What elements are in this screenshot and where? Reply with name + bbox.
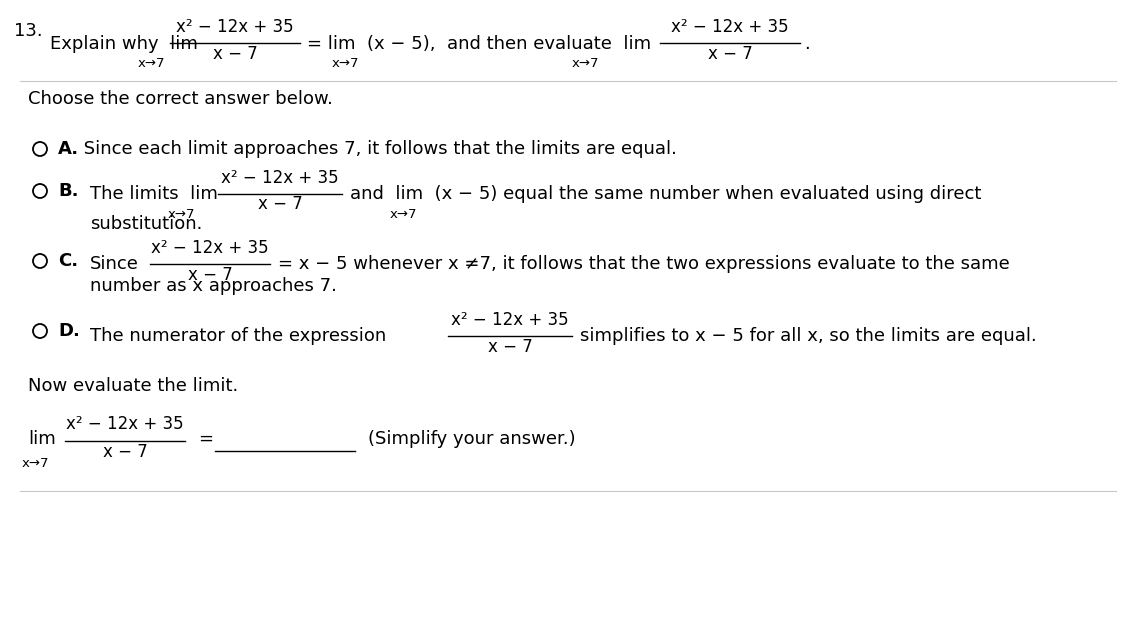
Text: Choose the correct answer below.: Choose the correct answer below. (28, 90, 333, 108)
Text: x − 7: x − 7 (708, 45, 752, 63)
Text: x→7: x→7 (390, 208, 418, 221)
Text: x − 7: x − 7 (212, 45, 258, 63)
Text: and  lim  (x − 5) equal the same number when evaluated using direct: and lim (x − 5) equal the same number wh… (350, 185, 982, 203)
Text: x² − 12x + 35: x² − 12x + 35 (151, 239, 269, 257)
Text: Since: Since (90, 255, 139, 273)
Text: x² − 12x + 35: x² − 12x + 35 (66, 415, 184, 433)
Text: x→7: x→7 (573, 57, 600, 70)
Text: = x − 5 whenever x ≠7, it follows that the two expressions evaluate to the same: = x − 5 whenever x ≠7, it follows that t… (278, 255, 1010, 273)
Text: simplifies to x − 5 for all x, so the limits are equal.: simplifies to x − 5 for all x, so the li… (580, 327, 1037, 345)
Text: Since each limit approaches 7, it follows that the limits are equal.: Since each limit approaches 7, it follow… (78, 140, 677, 158)
Text: x² − 12x + 35: x² − 12x + 35 (671, 18, 788, 36)
Text: x − 7: x − 7 (102, 443, 148, 461)
Text: x − 7: x − 7 (187, 266, 233, 284)
Text: Explain why  lim: Explain why lim (50, 35, 198, 53)
Text: Now evaluate the limit.: Now evaluate the limit. (28, 377, 239, 395)
Text: substitution.: substitution. (90, 215, 202, 233)
Text: =: = (198, 430, 214, 448)
Text: x→7: x→7 (332, 57, 359, 70)
Text: D.: D. (58, 322, 80, 340)
Text: C.: C. (58, 252, 78, 270)
Text: x² − 12x + 35: x² − 12x + 35 (451, 311, 569, 329)
Text: = lim  (x − 5),  and then evaluate  lim: = lim (x − 5), and then evaluate lim (307, 35, 651, 53)
Text: x→7: x→7 (22, 457, 50, 470)
Text: x² − 12x + 35: x² − 12x + 35 (176, 18, 294, 36)
Text: x→7: x→7 (168, 208, 195, 221)
Text: The limits  lim: The limits lim (90, 185, 218, 203)
Text: lim: lim (28, 430, 56, 448)
Text: x→7: x→7 (137, 57, 166, 70)
Text: x − 7: x − 7 (487, 338, 533, 356)
Text: The numerator of the expression: The numerator of the expression (90, 327, 386, 345)
Text: B.: B. (58, 182, 78, 200)
Text: number as x approaches 7.: number as x approaches 7. (90, 277, 337, 295)
Text: (Simplify your answer.): (Simplify your answer.) (368, 430, 576, 448)
Text: x² − 12x + 35: x² − 12x + 35 (222, 169, 339, 187)
Text: x − 7: x − 7 (258, 195, 302, 213)
Text: .: . (804, 35, 810, 53)
Text: A.: A. (58, 140, 80, 158)
Text: 13.: 13. (14, 22, 43, 40)
